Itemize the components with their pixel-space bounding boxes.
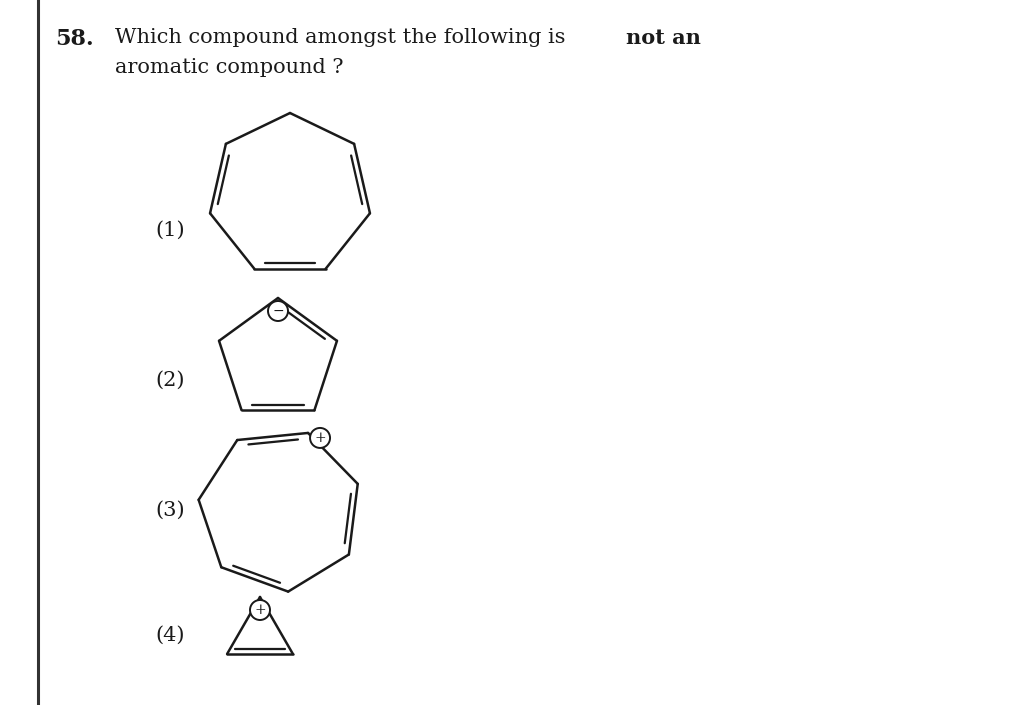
Text: (1): (1) [155,221,184,240]
Text: (4): (4) [155,625,184,644]
Text: aromatic compound ?: aromatic compound ? [115,58,343,77]
Text: not an: not an [626,28,700,48]
Circle shape [310,428,330,448]
Text: +: + [254,603,266,617]
Text: (3): (3) [155,501,184,520]
Text: (2): (2) [155,371,184,389]
Circle shape [250,600,270,620]
Text: +: + [314,431,326,445]
Text: −: − [272,304,284,318]
Text: Which compound amongst the following is: Which compound amongst the following is [115,28,565,47]
Text: 58.: 58. [55,28,93,50]
Circle shape [268,301,288,321]
